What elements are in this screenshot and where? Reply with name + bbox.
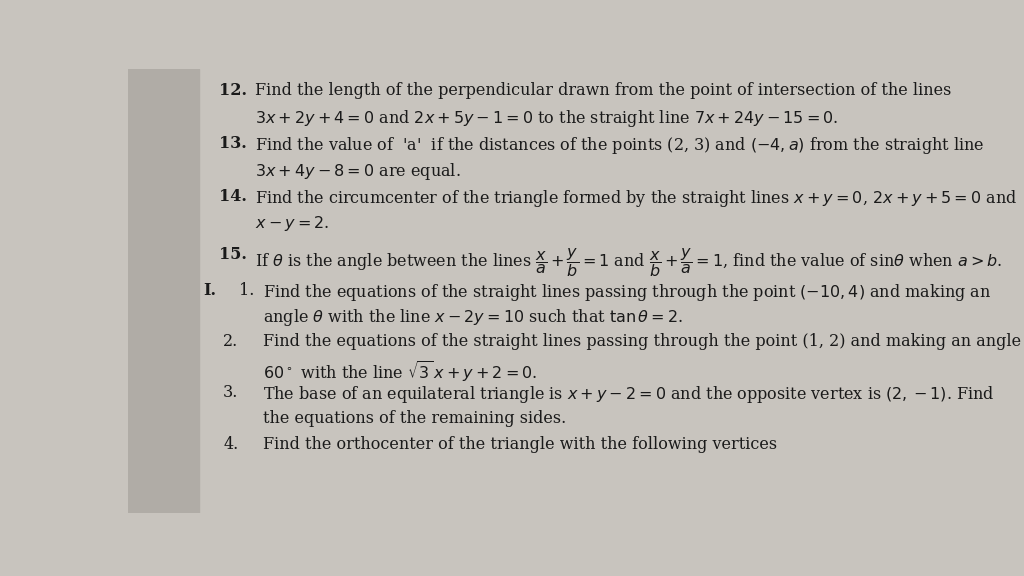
Text: The base of an equilateral triangle is $x + y - 2 = 0$ and the opposite vertex i: The base of an equilateral triangle is $…: [263, 384, 994, 406]
Text: $3x + 4y - 8 = 0$ are equal.: $3x + 4y - 8 = 0$ are equal.: [255, 161, 461, 182]
Text: 14.: 14.: [219, 188, 247, 205]
Text: the equations of the remaining sides.: the equations of the remaining sides.: [263, 410, 566, 427]
Text: 4.: 4.: [223, 436, 239, 453]
Text: Find the equations of the straight lines passing through the point $(-10, 4)$ an: Find the equations of the straight lines…: [263, 282, 991, 303]
Text: Find the orthocenter of the triangle with the following vertices: Find the orthocenter of the triangle wit…: [263, 436, 777, 453]
Text: $3x + 2y + 4 = 0$ and $2x + 5y - 1 = 0$ to the straight line $7x + 24y - 15 = 0$: $3x + 2y + 4 = 0$ and $2x + 5y - 1 = 0$ …: [255, 108, 839, 129]
Text: If $\theta$ is the angle between the lines $\dfrac{x}{a}+\dfrac{y}{b}=1$ and $\d: If $\theta$ is the angle between the lin…: [255, 245, 1002, 279]
Text: I.: I.: [204, 282, 216, 299]
Text: 3.: 3.: [223, 384, 239, 401]
Bar: [128, 69, 200, 513]
Text: Find the equations of the straight lines passing through the point (1, 2) and ma: Find the equations of the straight lines…: [263, 333, 1024, 350]
Text: 15.: 15.: [219, 245, 247, 263]
Text: 13.: 13.: [219, 135, 247, 152]
Text: $x - y = 2$.: $x - y = 2$.: [255, 214, 330, 233]
Text: Find the length of the perpendicular drawn from the point of intersection of the: Find the length of the perpendicular dra…: [255, 82, 951, 100]
Text: 12.: 12.: [219, 82, 247, 100]
Text: 2.: 2.: [223, 333, 239, 350]
Text: $60^\circ$ with the line $\sqrt{3}\,x + y + 2 = 0$.: $60^\circ$ with the line $\sqrt{3}\,x + …: [263, 359, 538, 384]
Text: angle $\theta$ with the line $x - 2y = 10$ such that $\tan\theta = 2$.: angle $\theta$ with the line $x - 2y = 1…: [263, 308, 683, 328]
Text: Find the circumcenter of the triangle formed by the straight lines $x + y = 0$, : Find the circumcenter of the triangle fo…: [255, 188, 1017, 209]
Text: 1.: 1.: [240, 282, 255, 299]
Text: Find the value of  'a'  if the distances of the points (2, 3) and $(-4, a)$ from: Find the value of 'a' if the distances o…: [255, 135, 984, 156]
